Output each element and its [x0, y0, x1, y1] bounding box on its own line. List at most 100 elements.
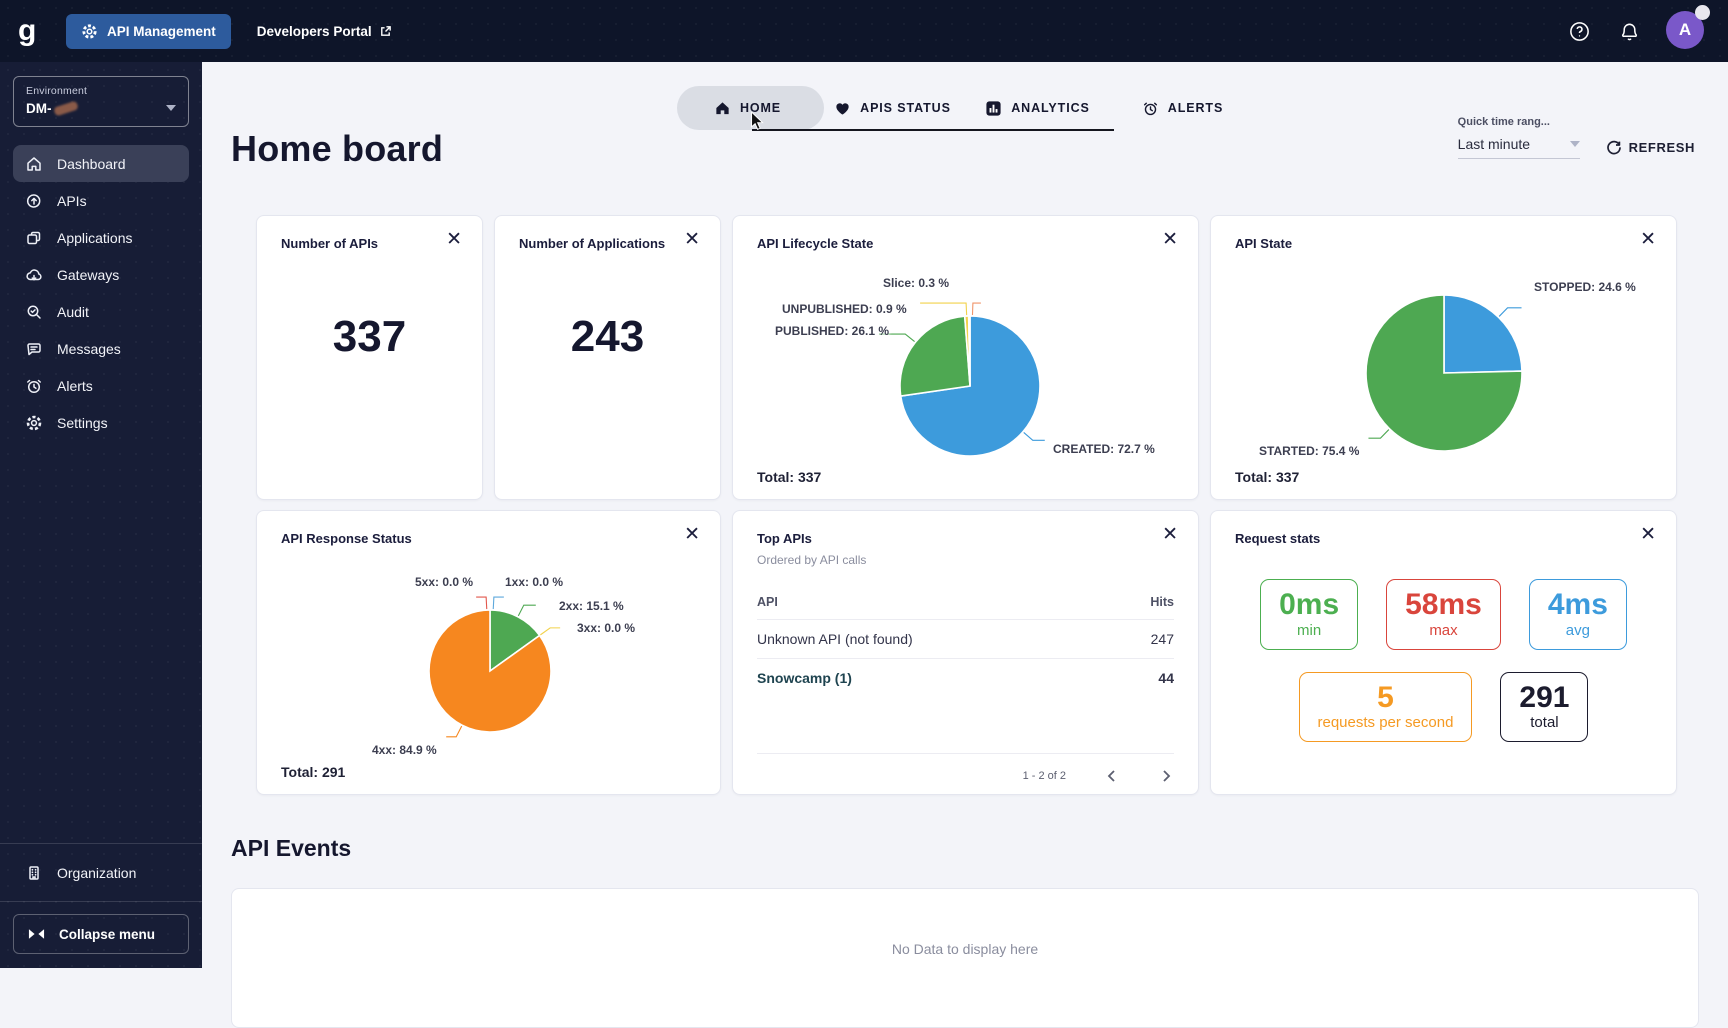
main-content: HOME APIS STATUS ANALYTICS	[202, 62, 1728, 1028]
gear-icon	[81, 23, 98, 40]
api-management-button[interactable]: API Management	[66, 13, 231, 49]
api-events-panel: No Data to display here	[231, 888, 1699, 1028]
sidebar-item-settings[interactable]: Settings	[13, 404, 189, 441]
avatar[interactable]: A	[1666, 11, 1704, 49]
tab-underline-indicator	[752, 129, 1114, 131]
tab-label: HOME	[739, 101, 782, 115]
close-icon[interactable]: ✕	[1162, 229, 1178, 250]
card-title: API Response Status	[281, 531, 412, 546]
sidebar-item-applications[interactable]: Applications	[13, 219, 189, 256]
sidebar-item-label: Settings	[57, 414, 108, 431]
pie-label-slice: Slice: 0.3 %	[883, 276, 950, 290]
sidebar: Environment DM- Dashboard APIs	[0, 62, 202, 968]
chevron-right-icon[interactable]	[1158, 768, 1174, 784]
environment-select[interactable]: Environment DM-	[13, 76, 189, 127]
close-icon[interactable]: ✕	[1162, 524, 1178, 545]
column-header-api: API	[757, 595, 778, 609]
sidebar-item-label: Alerts	[57, 377, 93, 394]
api-response-status-pie-chart	[428, 596, 561, 738]
refresh-icon	[1606, 140, 1622, 156]
card-title: API State	[1235, 236, 1293, 251]
card-api-state: API State ✕ STOPPED: 24.6 % STARTED: 75.…	[1210, 215, 1677, 500]
api-lifecycle-pie-chart	[879, 302, 1045, 457]
search-check-icon	[25, 303, 43, 321]
api-events-title: API Events	[231, 835, 352, 861]
pagination-range: 1 - 2 of 2	[1022, 770, 1066, 782]
cloud-up-icon	[25, 192, 43, 210]
top-bar: g API Management Developers Portal	[0, 0, 1728, 62]
windows-icon	[25, 229, 43, 247]
pie-label-3xx: 3xx: 0.0 %	[577, 621, 636, 635]
card-title: API Lifecycle State	[757, 236, 874, 251]
close-icon[interactable]: ✕	[1640, 229, 1656, 250]
card-subtitle: Ordered by API calls	[757, 553, 867, 567]
tab-alerts[interactable]: ALERTS	[1110, 86, 1255, 130]
active-tab-background	[677, 86, 824, 130]
empty-state-text: No Data to display here	[891, 941, 1039, 957]
tab-home[interactable]: HOME	[675, 86, 820, 130]
card-top-apis: Top APIs Ordered by API calls ✕ API Hits…	[732, 510, 1199, 795]
help-button[interactable]	[1566, 18, 1592, 44]
cloud-icon	[25, 266, 43, 284]
pie-label-2xx: 2xx: 15.1 %	[559, 599, 624, 613]
sidebar-item-label: Gateways	[57, 266, 120, 283]
refresh-button[interactable]: REFRESH	[1606, 140, 1695, 156]
stat-value: 5	[1377, 680, 1394, 714]
time-range-select[interactable]: Last minute	[1457, 136, 1580, 159]
table-row[interactable]: Unknown API (not found) 247	[757, 620, 1174, 659]
sidebar-item-dashboard[interactable]: Dashboard	[13, 145, 189, 182]
chevron-left-icon[interactable]	[1104, 768, 1120, 784]
gear-icon	[25, 414, 43, 432]
sidebar-item-alerts[interactable]: Alerts	[13, 367, 189, 404]
sidebar-item-apis[interactable]: APIs	[13, 182, 189, 219]
stat-label: max	[1429, 621, 1458, 639]
card-title: Number of APIs	[281, 236, 379, 251]
collapse-menu-label: Collapse menu	[59, 926, 156, 942]
sidebar-item-gateways[interactable]: Gateways	[13, 256, 189, 293]
api-management-label: API Management	[107, 23, 216, 39]
api-name: Snowcamp (1)	[757, 670, 852, 686]
card-title: Top APIs	[757, 531, 812, 546]
top-apis-table: API Hits Unknown API (not found) 247 Sno…	[757, 589, 1174, 697]
avatar-status-badge	[1695, 5, 1710, 20]
column-header-hits: Hits	[1150, 595, 1174, 609]
sidebar-divider	[0, 901, 202, 902]
sidebar-item-label: Messages	[57, 340, 121, 357]
collapse-icon	[28, 927, 45, 941]
close-icon[interactable]: ✕	[684, 229, 700, 250]
stat-label: avg	[1565, 621, 1590, 639]
pie-label-4xx: 4xx: 84.9 %	[372, 743, 437, 757]
collapse-menu-button[interactable]: Collapse menu	[13, 914, 189, 954]
close-icon[interactable]: ✕	[684, 524, 700, 545]
notifications-bell-button[interactable]	[1616, 18, 1642, 44]
stat-value: 0ms	[1279, 588, 1340, 621]
stat-max: 58ms max	[1386, 579, 1501, 650]
close-icon[interactable]: ✕	[446, 229, 462, 250]
close-icon[interactable]: ✕	[1640, 524, 1656, 545]
avatar-initial: A	[1678, 20, 1692, 39]
environment-label: Environment	[26, 85, 88, 97]
alarm-icon	[1142, 100, 1159, 117]
applications-count-value: 243	[570, 312, 645, 361]
chat-icon	[25, 340, 43, 358]
table-row[interactable]: Snowcamp (1) 44	[757, 659, 1174, 697]
stat-label: total	[1530, 714, 1559, 731]
external-link-icon	[379, 25, 392, 38]
card-api-response-status: API Response Status ✕ 5xx: 0.0 % 1xx: 0.…	[256, 510, 721, 795]
sidebar-item-messages[interactable]: Messages	[13, 330, 189, 367]
stat-value: 291	[1519, 680, 1570, 714]
page-title: Home board	[231, 128, 444, 169]
tab-analytics[interactable]: ANALYTICS	[965, 86, 1110, 130]
pie-label-created: CREATED: 72.7 %	[1053, 442, 1155, 456]
sidebar-divider	[0, 843, 202, 844]
developers-portal-link[interactable]: Developers Portal	[257, 24, 392, 39]
gravitee-logo[interactable]: g	[18, 14, 37, 47]
sidebar-item-audit[interactable]: Audit	[13, 293, 189, 330]
request-stats: 0ms min 58ms max 4ms avg 5 reque	[1211, 511, 1676, 794]
tab-apis-status[interactable]: APIS STATUS	[820, 86, 965, 130]
page-header: Home board Quick time rang... Last minut…	[231, 62, 1699, 215]
tab-label: ANALYTICS	[1011, 101, 1090, 115]
total-label: Total: 337	[1235, 469, 1300, 485]
sidebar-item-organization[interactable]: Organization	[13, 854, 189, 891]
pie-label-5xx: 5xx: 0.0 %	[415, 575, 474, 589]
